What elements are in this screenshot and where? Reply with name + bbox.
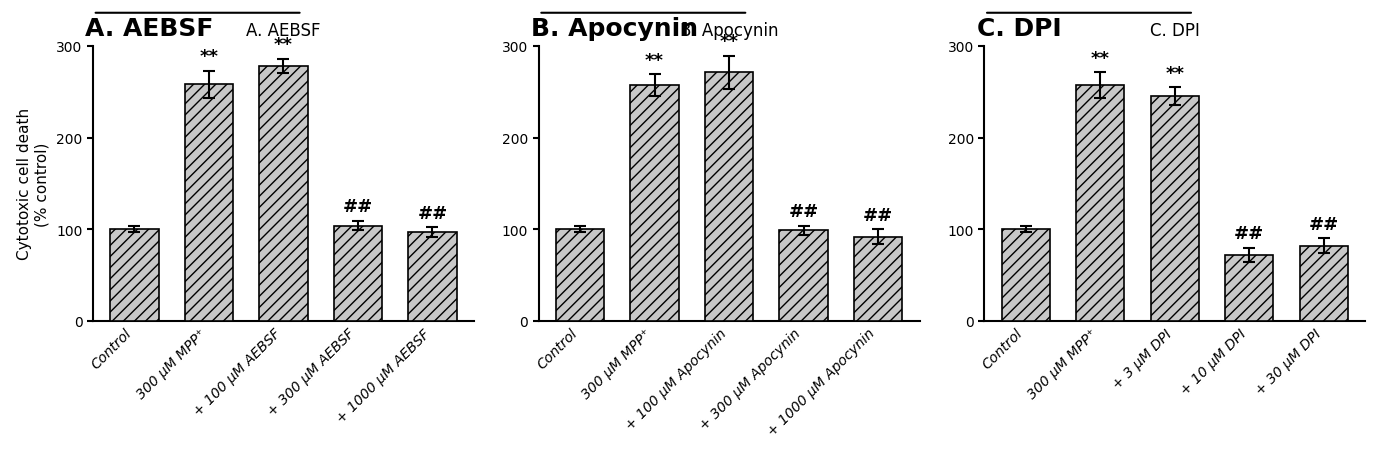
Bar (260, 67, 308, 321)
Bar (779, 231, 828, 321)
Text: ##: ## (1234, 225, 1265, 243)
Text: **: ** (1090, 50, 1110, 68)
Bar (185, 85, 234, 321)
Bar (1224, 255, 1273, 321)
Text: **: ** (720, 33, 738, 51)
Text: ##: ## (789, 202, 818, 221)
Bar (1077, 86, 1125, 321)
Text: **: ** (1165, 65, 1184, 82)
Text: ##: ## (1309, 215, 1339, 233)
Text: ##: ## (417, 204, 448, 222)
Title: C. DPI: C. DPI (1150, 22, 1200, 40)
Y-axis label: Cytotoxic cell death
(% control): Cytotoxic cell death (% control) (17, 108, 50, 260)
Text: **: ** (645, 51, 665, 70)
Bar (1002, 230, 1050, 321)
Bar (333, 226, 381, 321)
Bar (408, 233, 456, 321)
Bar (111, 230, 159, 321)
Bar (705, 73, 753, 321)
Text: **: ** (199, 48, 218, 66)
Bar (556, 230, 604, 321)
Text: A. AEBSF: A. AEBSF (86, 17, 214, 40)
Title: B. Apocynin: B. Apocynin (680, 22, 778, 40)
Bar (1299, 246, 1347, 321)
Bar (630, 86, 679, 321)
Bar (1151, 97, 1200, 321)
Text: C. DPI: C. DPI (977, 17, 1061, 40)
Text: **: ** (274, 36, 293, 54)
Text: ##: ## (862, 206, 893, 224)
Title: A. AEBSF: A. AEBSF (246, 22, 321, 40)
Text: B. Apocynin: B. Apocynin (531, 17, 698, 40)
Text: ##: ## (343, 198, 373, 216)
Bar (854, 237, 902, 321)
